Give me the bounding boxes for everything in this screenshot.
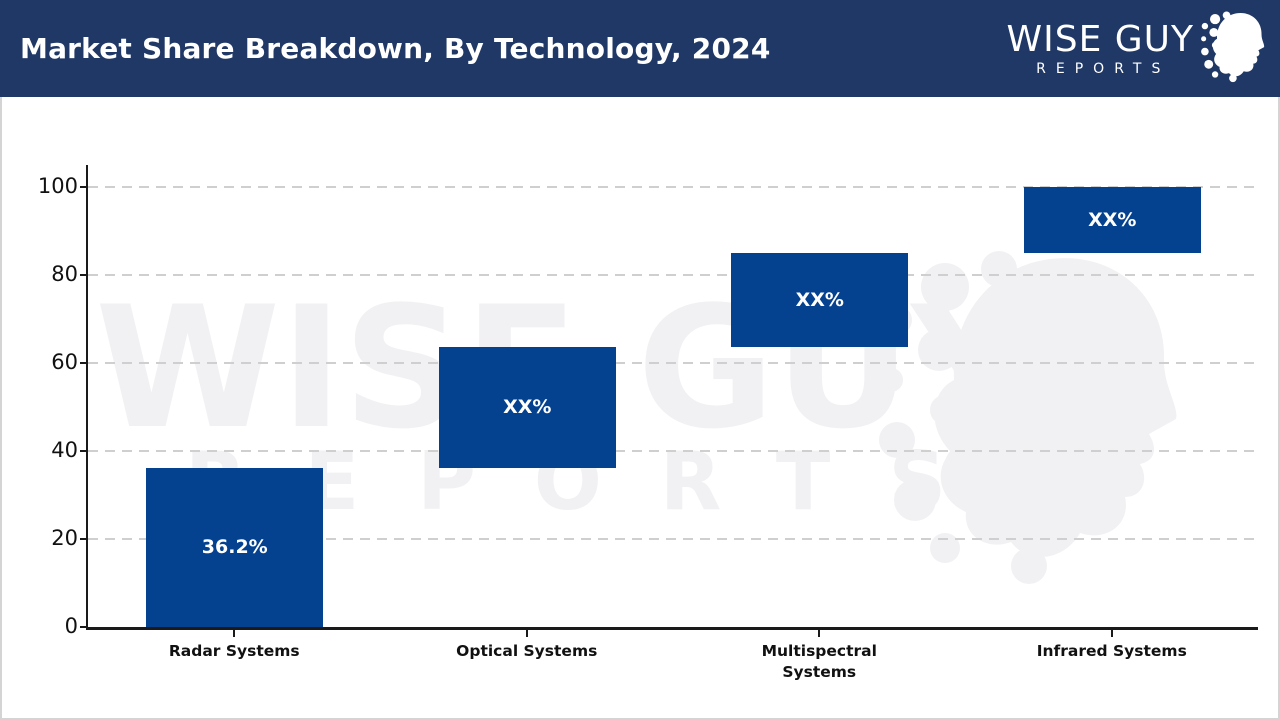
page-title: Market Share Breakdown, By Technology, 2… bbox=[20, 32, 771, 65]
x-tick bbox=[233, 630, 236, 637]
y-tick bbox=[80, 538, 88, 540]
bar-value-label: 36.2% bbox=[201, 536, 268, 559]
y-tick-label: 80 bbox=[51, 262, 78, 286]
y-tick bbox=[80, 450, 88, 452]
wiseguy-logo: WISE GUY REPORTS bbox=[1007, 7, 1267, 91]
y-tick bbox=[80, 274, 88, 276]
watermark-head-icon bbox=[879, 251, 1177, 584]
y-tick bbox=[80, 186, 88, 188]
x-tick bbox=[525, 630, 528, 637]
wiseguy-head-icon bbox=[1201, 10, 1265, 82]
x-axis-label: Optical Systems bbox=[456, 642, 598, 660]
y-tick-label: 100 bbox=[37, 174, 78, 198]
logo-text: WISE GUY REPORTS bbox=[1006, 18, 1195, 77]
logo-subtext: REPORTS bbox=[1036, 60, 1171, 77]
y-tick-label: 0 bbox=[64, 614, 78, 638]
x-tick bbox=[818, 630, 821, 637]
gridline bbox=[88, 362, 1258, 364]
gridline bbox=[88, 538, 1258, 540]
gridline bbox=[88, 450, 1258, 452]
x-axis bbox=[86, 627, 1258, 630]
bar-value-label: XX% bbox=[503, 396, 552, 419]
gridline bbox=[88, 274, 1258, 276]
gridline bbox=[88, 186, 1258, 188]
y-tick bbox=[80, 362, 88, 364]
bar-value-label: XX% bbox=[1088, 209, 1137, 231]
bar-multispectral-systems: XX% bbox=[731, 253, 909, 347]
x-axis-label: Radar Systems bbox=[168, 642, 300, 660]
x-axis-label: Multispectral Systems bbox=[761, 642, 877, 681]
bar-radar-systems: 36.2% bbox=[146, 467, 324, 627]
y-tick bbox=[80, 626, 88, 628]
bar-optical-systems: XX% bbox=[438, 346, 616, 468]
logo-wordmark: WISE GUY bbox=[1006, 18, 1194, 60]
y-tick-label: 40 bbox=[51, 438, 78, 462]
x-tick bbox=[1110, 630, 1113, 637]
x-axis-label: Infrared Systems bbox=[1036, 642, 1187, 660]
y-tick-label: 60 bbox=[51, 350, 78, 374]
bar-value-label: XX% bbox=[795, 288, 844, 311]
y-axis bbox=[86, 165, 88, 630]
y-tick-label: 20 bbox=[51, 526, 78, 550]
bar-infrared-systems: XX% bbox=[1023, 187, 1201, 253]
header-bar: Market Share Breakdown, By Technology, 2… bbox=[0, 0, 1280, 97]
